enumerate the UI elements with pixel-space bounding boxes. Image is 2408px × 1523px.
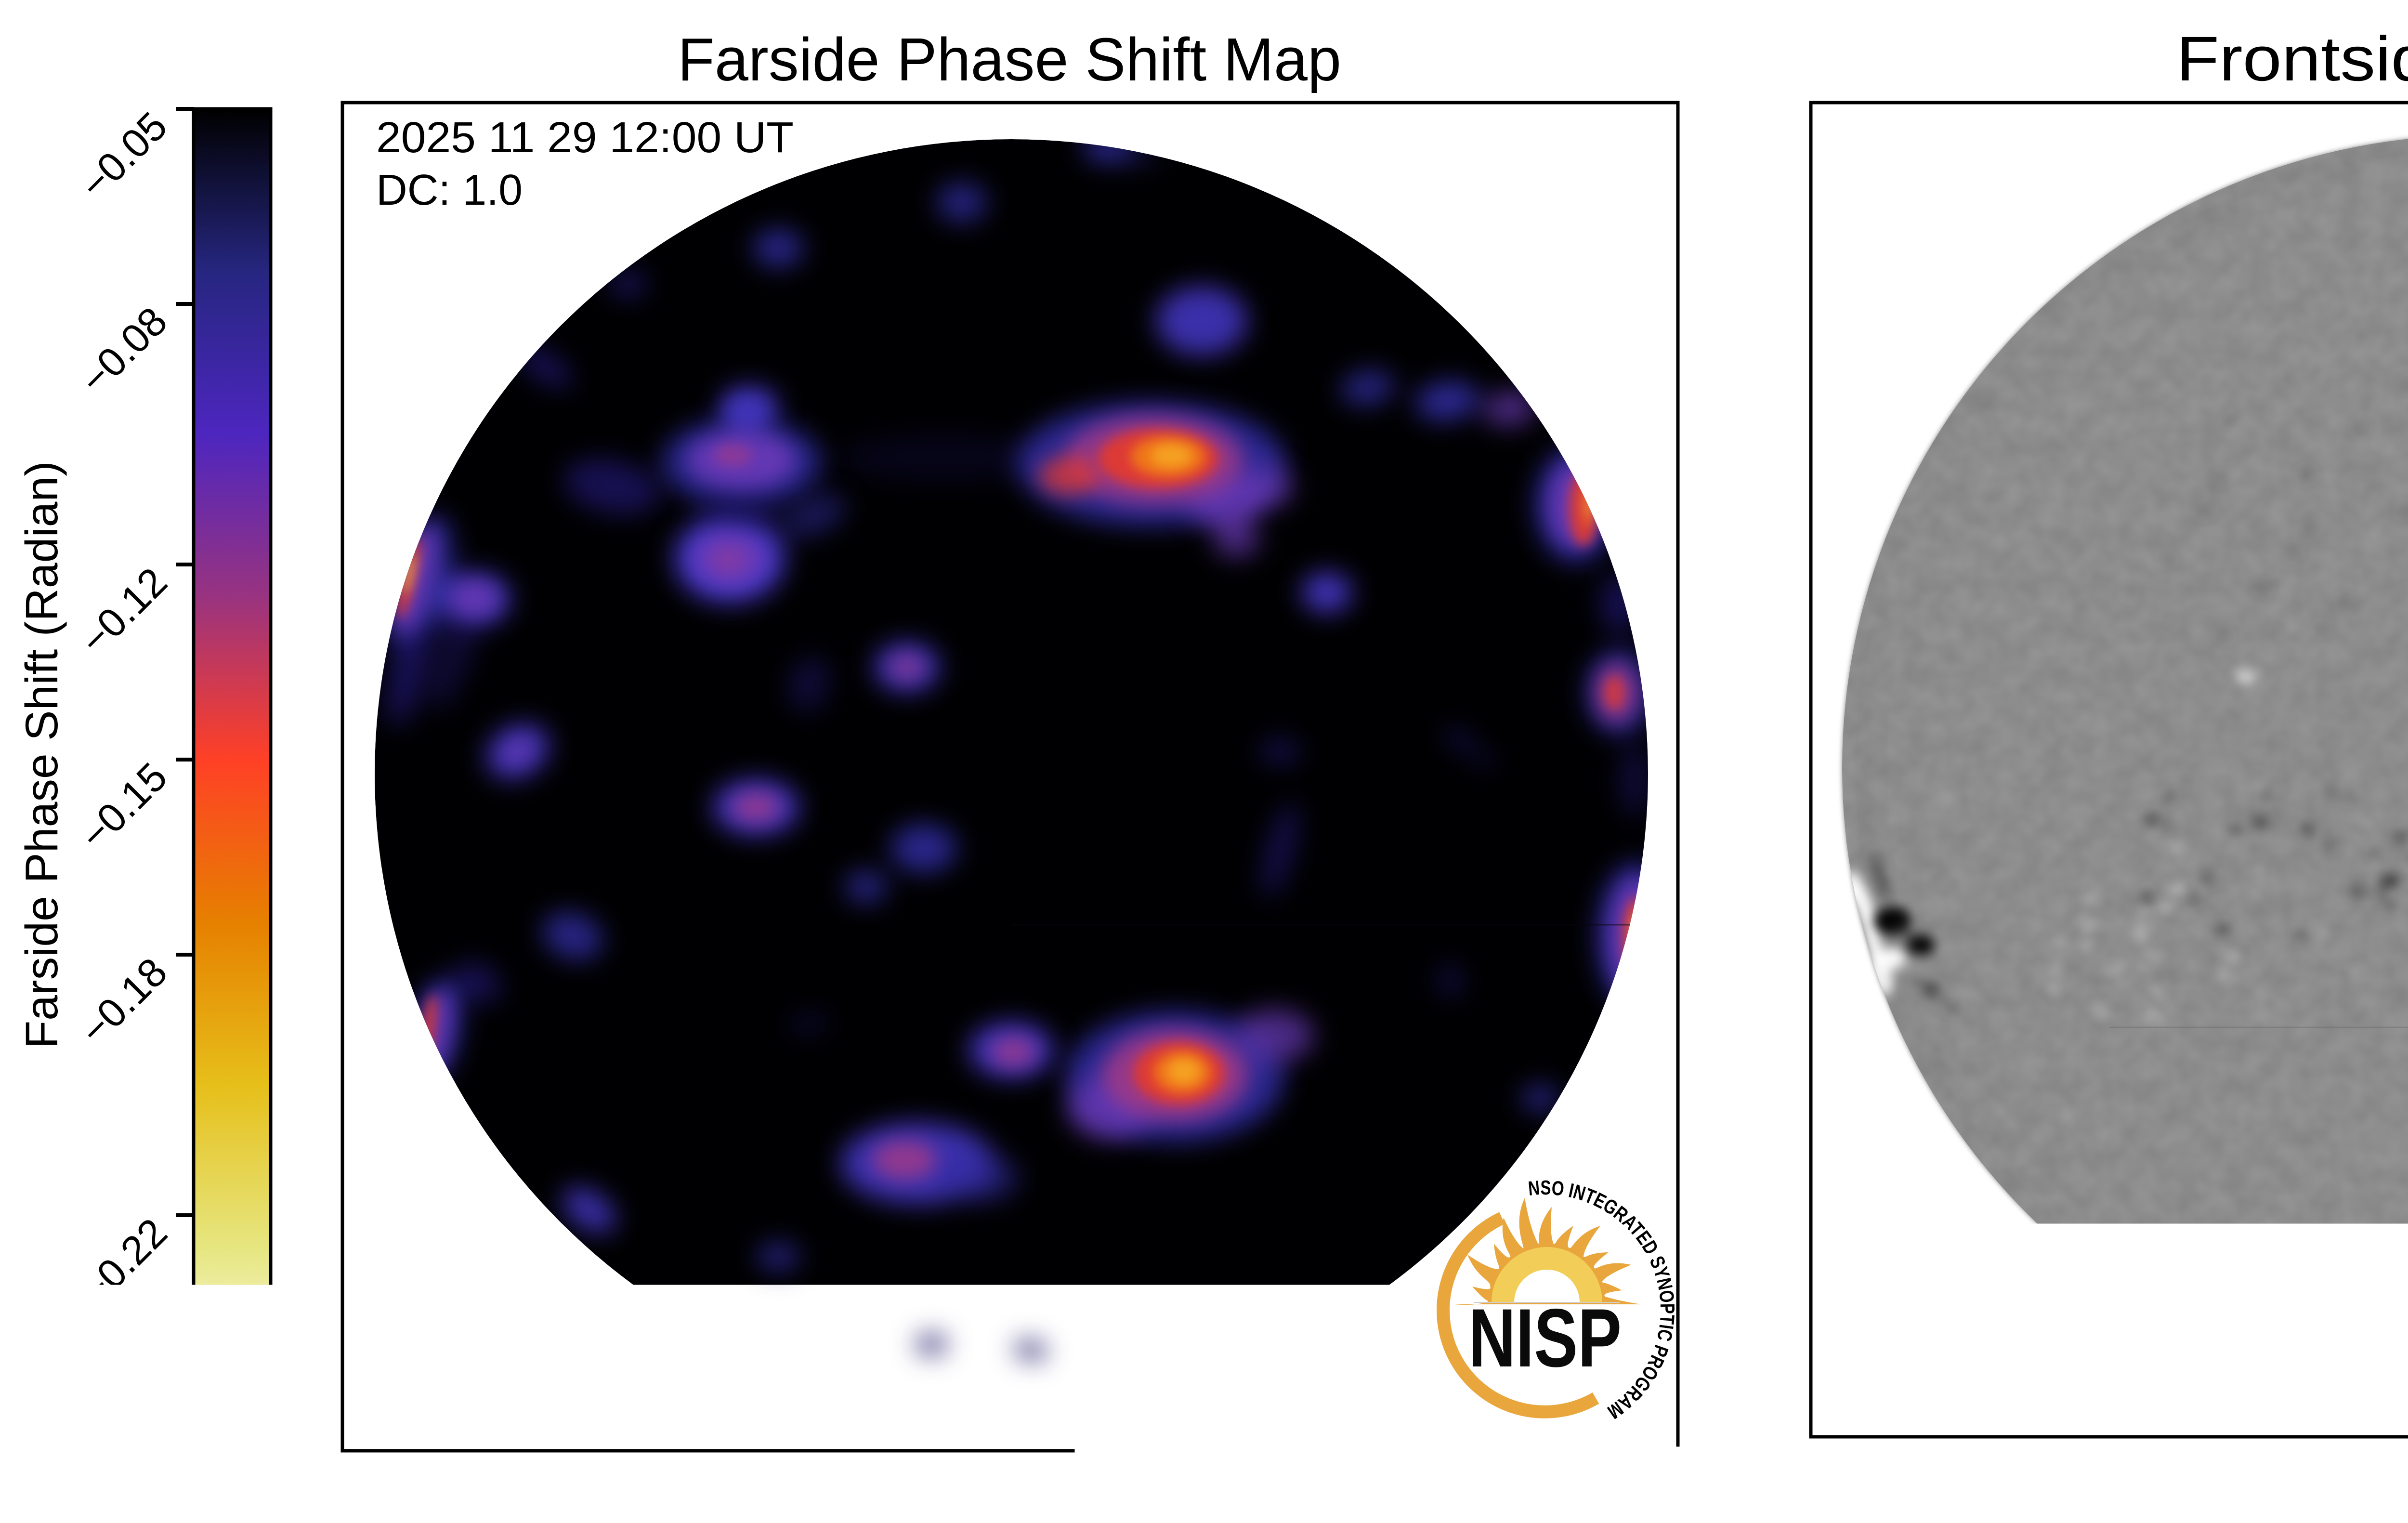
svg-text:2025 11 29 12:00 UT: 2025 11 29 12:00 UT — [376, 114, 794, 162]
svg-text:Frontside Mag Map: Frontside Mag Map — [2176, 23, 2408, 94]
svg-text:Farside Phase Shift (Radian): Farside Phase Shift (Radian) — [16, 461, 67, 1049]
svg-text:DC: 1.0: DC: 1.0 — [376, 166, 523, 214]
svg-text:NISP: NISP — [1468, 1292, 1622, 1384]
svg-text:Farside Phase Shift Map: Farside Phase Shift Map — [678, 26, 1341, 93]
